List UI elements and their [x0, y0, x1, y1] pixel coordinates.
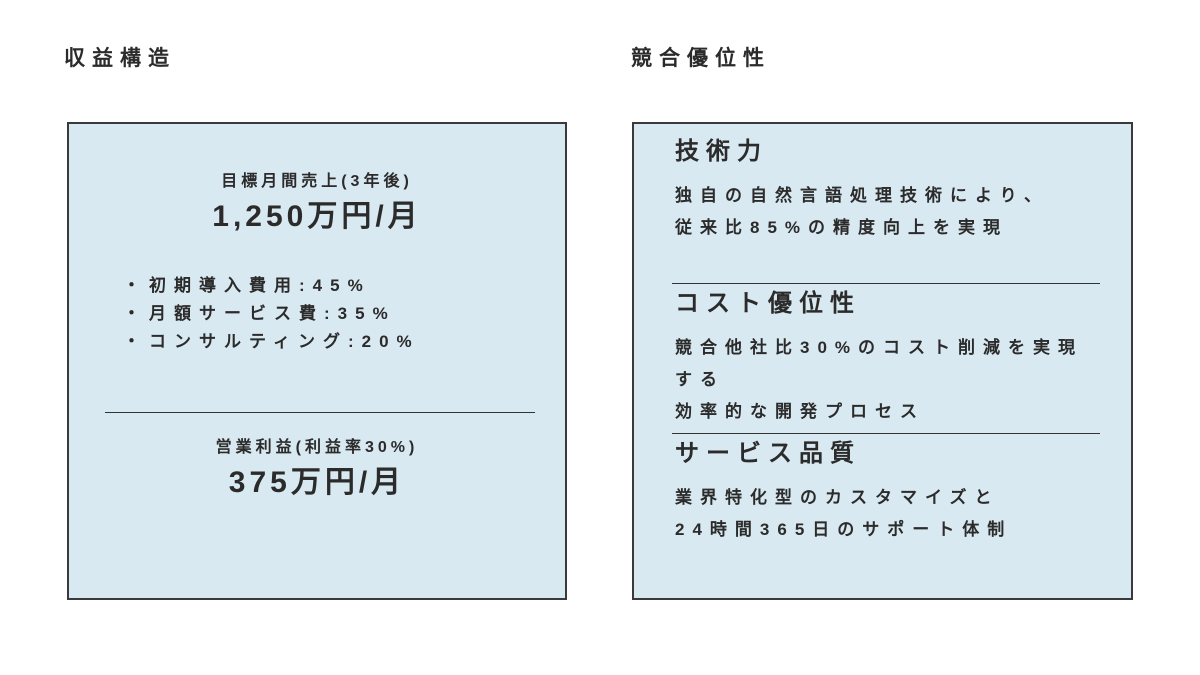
competitive-advantage-card: 技術力 独自の自然言語処理技術により、 従来比85%の精度向上を実現 コスト優位性…: [632, 122, 1133, 600]
operating-profit-block: 営業利益(利益率30%) 375万円/月: [69, 438, 565, 499]
breakdown-item-text: コンサルティング:20%: [149, 332, 420, 351]
bullet-icon: ・: [123, 304, 148, 323]
revenue-target-label: 目標月間売上(3年後): [221, 173, 413, 190]
revenue-target-block: 目標月間売上(3年後) 1,250万円/月: [69, 172, 565, 233]
advantage-heading: 技術力: [675, 138, 768, 165]
advantage-description-line: 独自の自然言語処理技術により、: [675, 185, 1049, 205]
breakdown-item-text: 月額サービス費:35%: [149, 304, 396, 323]
revenue-structure-card: 目標月間売上(3年後) 1,250万円/月 ・初期導入費用:45% ・月額サービ…: [67, 122, 567, 600]
advantage-description: 独自の自然言語処理技術により、 従来比85%の精度向上を実現: [675, 180, 1103, 244]
operating-profit-label: 営業利益(利益率30%): [215, 439, 419, 456]
advantage-section-technology: 技術力 独自の自然言語処理技術により、 従来比85%の精度向上を実現: [675, 138, 1103, 244]
revenue-target-value: 1,250万円/月: [212, 200, 422, 234]
list-item: ・初期導入費用:45%: [123, 272, 420, 300]
revenue-breakdown-list: ・初期導入費用:45% ・月額サービス費:35% ・コンサルティング:20%: [123, 272, 420, 356]
left-panel-title: 収益構造: [64, 47, 176, 70]
right-panel-title: 競合優位性: [631, 47, 771, 70]
advantage-description-line: 業界特化型のカスタマイズと: [675, 487, 1000, 507]
bullet-icon: ・: [123, 276, 148, 295]
advantage-description: 競合他社比30%のコスト削減を実現する効率的な開発プロセス: [675, 332, 1103, 428]
bullet-icon: ・: [123, 332, 148, 351]
operating-profit-value: 375万円/月: [228, 466, 406, 500]
divider: [105, 412, 535, 413]
advantage-description-line: 24時間365日のサポート体制: [675, 519, 1013, 539]
advantage-description: 業界特化型のカスタマイズと 24時間365日のサポート体制: [675, 482, 1103, 546]
list-item: ・コンサルティング:20%: [123, 328, 420, 356]
breakdown-item-text: 初期導入費用:45%: [149, 276, 371, 295]
advantage-section-cost: コスト優位性 競合他社比30%のコスト削減を実現する効率的な開発プロセス: [675, 290, 1103, 428]
advantage-section-service-quality: サービス品質 業界特化型のカスタマイズと 24時間365日のサポート体制: [675, 440, 1103, 546]
advantage-description-line: 競合他社比30%のコスト削減を実現する: [675, 337, 1084, 389]
advantage-heading: コスト優位性: [675, 290, 861, 317]
advantage-heading: サービス品質: [675, 440, 861, 467]
advantage-description-line: 従来比85%の精度向上を実現: [675, 217, 1009, 237]
divider: [672, 283, 1100, 284]
advantage-description-line: 効率的な開発プロセス: [675, 401, 925, 421]
list-item: ・月額サービス費:35%: [123, 300, 420, 328]
divider: [672, 433, 1100, 434]
